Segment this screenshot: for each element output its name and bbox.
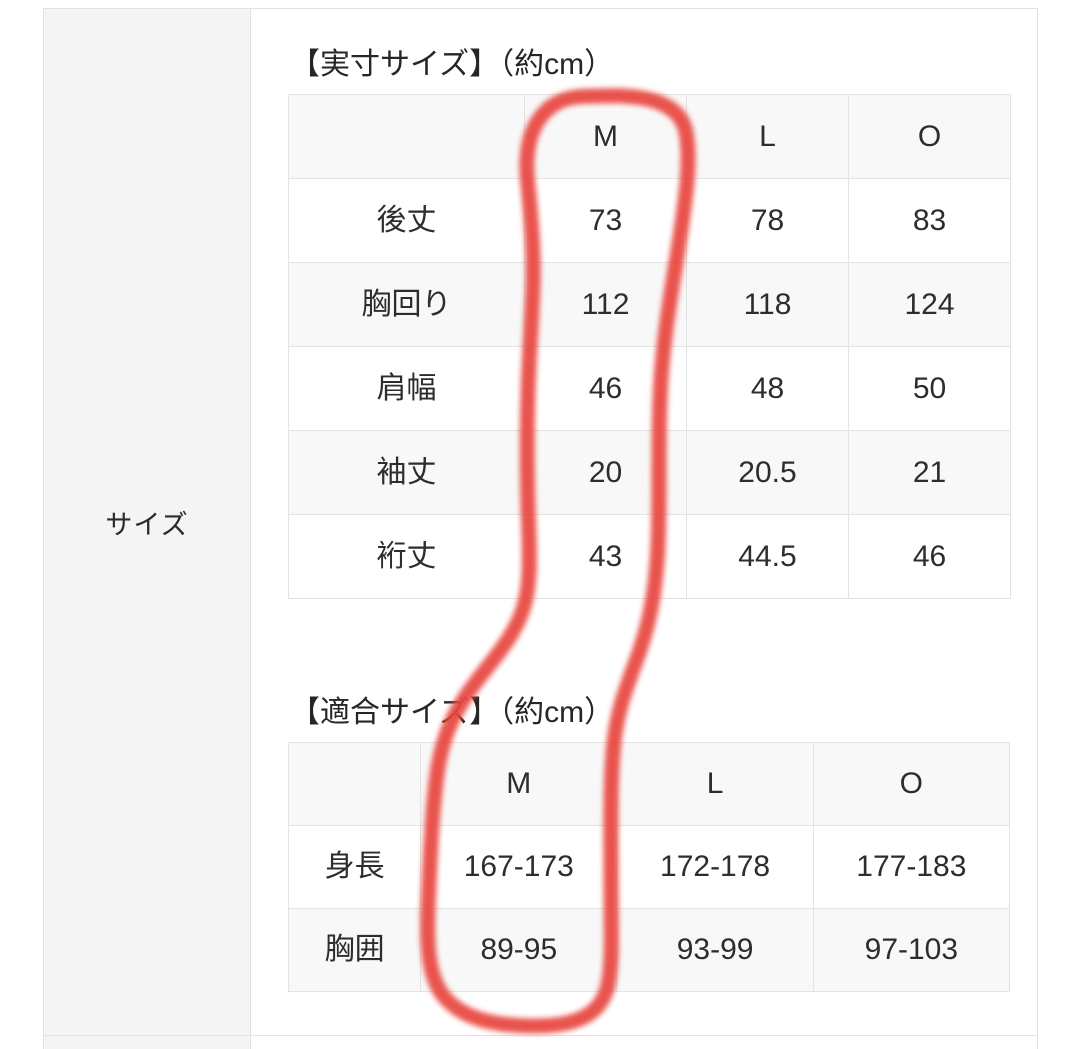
row-header: 後丈 [288,178,525,263]
cell-m: 46 [524,346,687,431]
cell-o: 124 [848,262,1011,347]
fit-size-table: M L O 身長 167-173 172-178 177-183 [287,742,1011,992]
actual-size-table: M L O 後丈 73 78 83 胸回り [288,94,1011,599]
size-tables-container: 【実寸サイズ】（約cm） M L O [251,9,1037,1035]
row-header: 袖丈 [288,430,525,515]
cell-o: 177-183 [812,825,1011,909]
cell-o: 97-103 [812,908,1011,992]
row-header: 肩幅 [288,346,525,431]
table-row: 肩幅 46 48 50 [288,346,1011,431]
table-row: 裄丈 43 44.5 46 [288,514,1011,599]
table-header-row: M L O [288,94,1011,179]
table-spacer [288,599,1003,695]
cell-m: 112 [524,262,687,347]
table-row: 胸囲 89-95 93-99 97-103 [287,908,1011,992]
column-header-l: L [686,94,849,179]
column-header-l: L [616,742,814,826]
spec-row-size: サイズ 【実寸サイズ】（約cm） M L [43,8,1038,1036]
column-header-blank [287,742,422,826]
cell-m: 73 [524,178,687,263]
cell-m: 89-95 [420,908,618,992]
table-row: 身長 167-173 172-178 177-183 [287,825,1011,909]
column-header-o: O [812,742,1011,826]
table-header-row: M L O [287,742,1011,826]
spec-label-size: サイズ [43,8,251,1036]
cell-l: 118 [686,262,849,347]
section-title-fit-size: 【適合サイズ】（約cm） [290,696,615,729]
cell-l: 78 [686,178,849,263]
cell-o: 46 [848,514,1011,599]
cell-o: 83 [848,178,1011,263]
spec-value-next [250,1035,1038,1049]
cell-m: 43 [524,514,687,599]
row-header: 裄丈 [288,514,525,599]
column-header-blank [288,94,525,179]
cell-m: 20 [524,430,687,515]
cell-m: 167-173 [420,825,618,909]
column-header-m: M [524,94,687,179]
spec-row-next-partial [43,1035,1038,1049]
column-header-o: O [848,94,1011,179]
spec-value-size: 【実寸サイズ】（約cm） M L O [250,8,1038,1036]
table-row: 袖丈 20 20.5 21 [288,430,1011,515]
cell-l: 48 [686,346,849,431]
table-row: 胸回り 112 118 124 [288,262,1011,347]
product-spec-table: サイズ 【実寸サイズ】（約cm） M L [43,8,1038,1049]
row-header: 胸回り [288,262,525,347]
cell-l: 44.5 [686,514,849,599]
section-title-actual-size: 【実寸サイズ】（約cm） [290,48,615,81]
cell-o: 50 [848,346,1011,431]
row-header: 身長 [287,825,422,909]
cell-l: 20.5 [686,430,849,515]
row-header: 胸囲 [287,908,422,992]
table-row: 後丈 73 78 83 [288,178,1011,263]
spec-label-next [43,1035,251,1049]
column-header-m: M [420,742,618,826]
cell-l: 172-178 [616,825,814,909]
cell-l: 93-99 [616,908,814,992]
cell-o: 21 [848,430,1011,515]
